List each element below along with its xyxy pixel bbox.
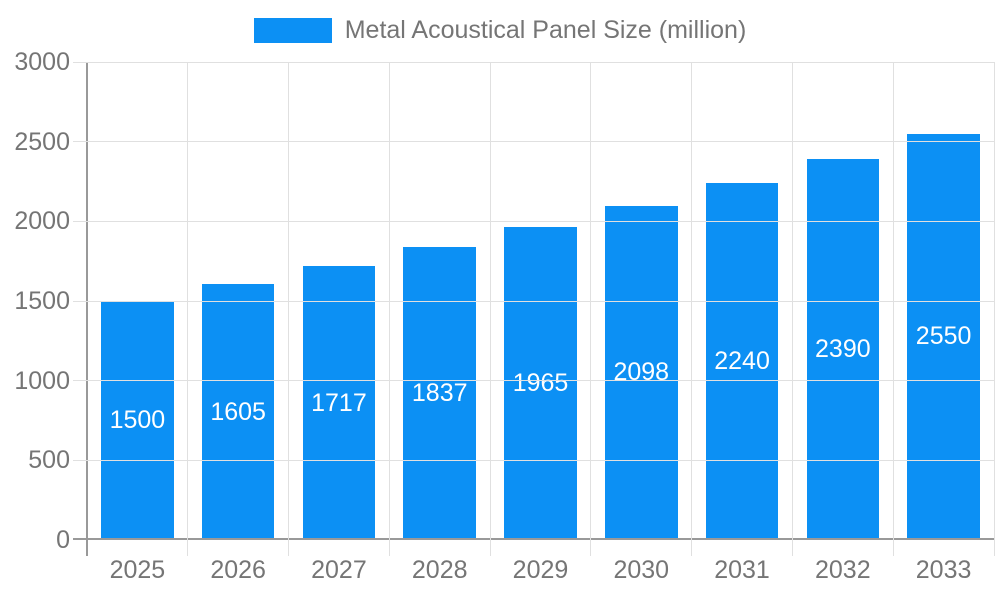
y-axis-tick-label: 2500: [14, 127, 70, 156]
gridline-vertical: [187, 62, 189, 556]
bar-2027[interactable]: 1717: [302, 266, 376, 540]
y-axis-tick-label: 1500: [14, 287, 70, 315]
gridline-vertical: [892, 62, 894, 556]
y-axis-tick-label: 500: [28, 446, 70, 475]
bar-2031[interactable]: 2240: [705, 183, 779, 540]
bar-value-label: 2550: [915, 322, 972, 351]
bar-2026[interactable]: 1605: [201, 284, 275, 540]
bar-2030[interactable]: 2098: [605, 205, 678, 540]
gridline-vertical: [993, 62, 995, 556]
gridline-vertical: [590, 62, 592, 556]
x-axis-tick-label: 2025: [109, 556, 166, 584]
y-axis-tick-label: 0: [56, 526, 70, 554]
bar-value-label: 1605: [210, 397, 266, 426]
x-axis-tick-label: 2027: [311, 556, 367, 584]
gridline-horizontal: [73, 220, 994, 222]
bar-2025[interactable]: 1500: [101, 301, 174, 540]
x-axis-tick-label: 2032: [815, 556, 871, 584]
gridline-vertical: [791, 62, 793, 556]
bar-2032[interactable]: 2390: [806, 159, 880, 540]
bar-value-label: 2390: [815, 335, 871, 364]
x-axis-tick-label: 2030: [613, 556, 670, 584]
gridline-horizontal: [73, 380, 994, 382]
legend-label: Metal Acoustical Panel Size (million): [344, 15, 747, 44]
x-axis-tick-label: 2029: [512, 556, 569, 584]
bar-2029[interactable]: 1965: [504, 226, 577, 540]
bar-value-label: 1500: [109, 406, 166, 434]
gridline-vertical: [388, 62, 390, 556]
x-axis-tick-label: 2026: [210, 556, 266, 584]
gridline-horizontal: [73, 141, 994, 143]
bar-2028[interactable]: 1837: [403, 247, 476, 540]
gridline-vertical: [691, 62, 693, 556]
gridline-horizontal: [73, 459, 994, 461]
bar-value-label: 2240: [714, 347, 770, 376]
x-axis-tick-label: 2033: [915, 556, 972, 584]
gridline-horizontal: [73, 300, 994, 302]
x-axis-tick-label: 2028: [411, 556, 468, 584]
x-axis-tick-label: 2031: [714, 556, 770, 584]
bar-value-label: 1965: [512, 368, 569, 397]
bar-value-label: 1837: [411, 379, 468, 408]
y-axis-line: [86, 62, 88, 556]
y-axis-tick-label: 3000: [14, 48, 70, 76]
bar-value-label: 1717: [311, 388, 367, 417]
y-axis-tick-label: 1000: [14, 366, 70, 395]
gridline-vertical: [489, 62, 491, 556]
gridline-horizontal: [73, 61, 994, 63]
legend-swatch-icon: [253, 17, 332, 43]
legend-item[interactable]: Metal Acoustical Panel Size (million): [0, 16, 1000, 44]
y-axis-tick-label: 2000: [14, 207, 70, 236]
plot-area: 1500 1605 1717 1837 1965 2098 2240 2390 2550: [87, 62, 994, 540]
bar-value-label: 2098: [613, 358, 670, 387]
bar-2033[interactable]: 2550: [907, 133, 980, 540]
x-axis-line: [73, 538, 994, 540]
gridline-vertical: [288, 62, 290, 556]
